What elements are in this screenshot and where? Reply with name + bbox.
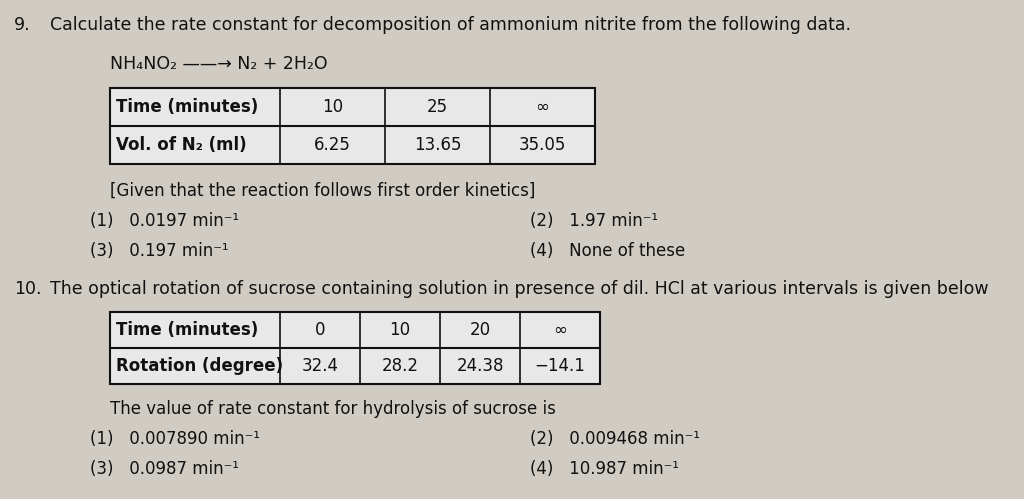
Text: 0: 0 bbox=[314, 321, 326, 339]
Text: Vol. of N₂ (ml): Vol. of N₂ (ml) bbox=[116, 136, 247, 154]
Text: [Given that the reaction follows first order kinetics]: [Given that the reaction follows first o… bbox=[110, 182, 536, 200]
Text: −14.1: −14.1 bbox=[535, 357, 586, 375]
Text: 20: 20 bbox=[469, 321, 490, 339]
Text: The optical rotation of sucrose containing solution in presence of dil. HCl at v: The optical rotation of sucrose containi… bbox=[50, 280, 988, 298]
Text: 25: 25 bbox=[427, 98, 449, 116]
Text: 32.4: 32.4 bbox=[301, 357, 339, 375]
Text: (1)   0.0197 min⁻¹: (1) 0.0197 min⁻¹ bbox=[90, 212, 240, 230]
Text: 10: 10 bbox=[322, 98, 343, 116]
Text: 6.25: 6.25 bbox=[314, 136, 351, 154]
Text: The value of rate constant for hydrolysis of sucrose is: The value of rate constant for hydrolysi… bbox=[110, 400, 556, 418]
Text: 10: 10 bbox=[389, 321, 411, 339]
Text: 13.65: 13.65 bbox=[414, 136, 461, 154]
Bar bbox=[110, 312, 600, 384]
Text: 35.05: 35.05 bbox=[519, 136, 566, 154]
Text: ∞: ∞ bbox=[536, 98, 550, 116]
Text: ∞: ∞ bbox=[553, 321, 567, 339]
Text: (1)   0.007890 min⁻¹: (1) 0.007890 min⁻¹ bbox=[90, 430, 260, 448]
Text: 10.: 10. bbox=[14, 280, 42, 298]
Text: NH₄NO₂ ——→ N₂ + 2H₂O: NH₄NO₂ ——→ N₂ + 2H₂O bbox=[110, 55, 328, 73]
Text: (2)   0.009468 min⁻¹: (2) 0.009468 min⁻¹ bbox=[530, 430, 700, 448]
Text: Time (minutes): Time (minutes) bbox=[116, 98, 258, 116]
Bar bbox=[110, 88, 595, 164]
Text: Time (minutes): Time (minutes) bbox=[116, 321, 258, 339]
Text: Calculate the rate constant for decomposition of ammonium nitrite from the follo: Calculate the rate constant for decompos… bbox=[50, 16, 851, 34]
Text: (2)   1.97 min⁻¹: (2) 1.97 min⁻¹ bbox=[530, 212, 658, 230]
Text: (3)   0.0987 min⁻¹: (3) 0.0987 min⁻¹ bbox=[90, 460, 239, 478]
Text: (4)   None of these: (4) None of these bbox=[530, 242, 685, 260]
Text: (4)   10.987 min⁻¹: (4) 10.987 min⁻¹ bbox=[530, 460, 679, 478]
Text: 9.: 9. bbox=[14, 16, 31, 34]
Text: (3)   0.197 min⁻¹: (3) 0.197 min⁻¹ bbox=[90, 242, 228, 260]
Text: Rotation (degree): Rotation (degree) bbox=[116, 357, 283, 375]
Text: 28.2: 28.2 bbox=[382, 357, 419, 375]
Text: 24.38: 24.38 bbox=[457, 357, 504, 375]
